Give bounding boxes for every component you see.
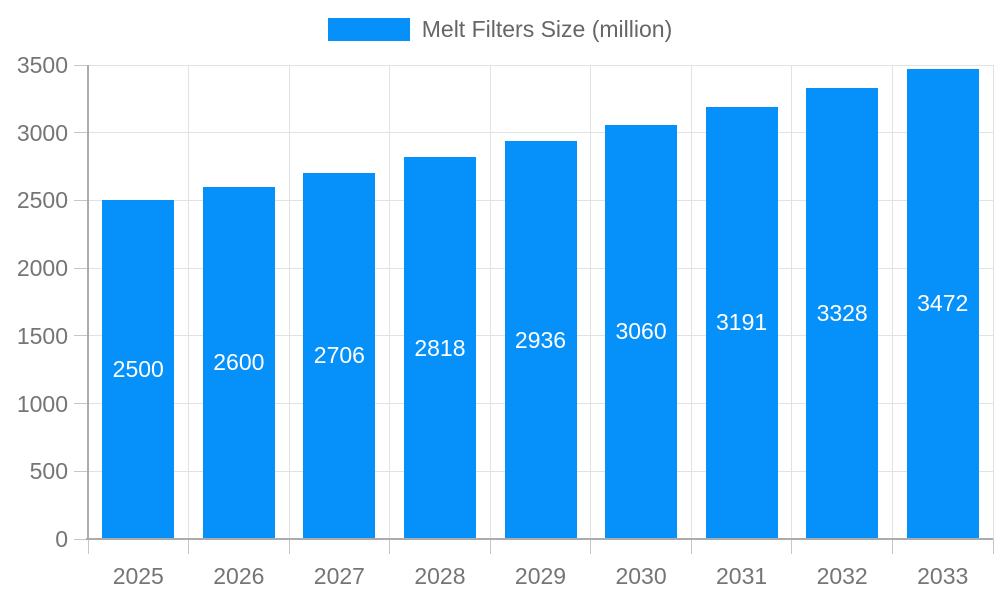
x-axis-tick bbox=[590, 539, 592, 554]
y-axis-tick bbox=[74, 403, 88, 405]
gridline-vertical bbox=[188, 65, 190, 539]
y-axis-tick bbox=[74, 64, 88, 66]
gridline-vertical bbox=[690, 65, 692, 539]
y-tick-label: 0 bbox=[55, 526, 68, 552]
y-axis-tick bbox=[74, 538, 88, 540]
x-tick-label: 2026 bbox=[213, 563, 265, 589]
x-tick-label: 2027 bbox=[313, 563, 365, 589]
gridline-vertical bbox=[992, 65, 994, 539]
bar: 3060 bbox=[605, 124, 678, 539]
y-axis-tick bbox=[74, 470, 88, 472]
gridline-horizontal bbox=[88, 132, 993, 134]
bar: 2936 bbox=[504, 141, 577, 539]
bar-value-label: 3060 bbox=[615, 318, 667, 345]
plot-area: 0 500 1000 1500 2000 2500 3000 3500 2500 2600 2706… bbox=[17, 54, 994, 588]
gridline-vertical bbox=[489, 65, 491, 539]
x-tick-label: 2025 bbox=[112, 563, 164, 589]
bar: 3191 bbox=[705, 106, 778, 539]
x-tick-label: 2028 bbox=[414, 563, 466, 589]
x-axis-tick bbox=[690, 539, 692, 554]
bar-value-label: 2500 bbox=[112, 356, 164, 383]
x-axis-tick bbox=[288, 539, 290, 554]
bar: 3472 bbox=[906, 68, 979, 539]
bar-value-label: 3472 bbox=[917, 290, 969, 317]
bar: 2706 bbox=[303, 172, 376, 539]
x-tick-label: 2030 bbox=[615, 563, 667, 589]
x-tick-label: 2029 bbox=[514, 563, 567, 589]
y-tick-label: 2500 bbox=[16, 187, 68, 214]
legend-label: Melt Filters Size (million) bbox=[421, 16, 673, 42]
bar-value-label: 2600 bbox=[213, 349, 265, 376]
y-tick-label: 2000 bbox=[16, 255, 68, 282]
x-axis-tick bbox=[791, 539, 793, 554]
x-tick-label: 2031 bbox=[716, 563, 768, 589]
y-axis-tick bbox=[74, 132, 88, 134]
y-axis-tick bbox=[74, 335, 88, 337]
gridline-vertical bbox=[288, 65, 290, 539]
y-axis-tick bbox=[74, 267, 88, 269]
bar-value-label: 2936 bbox=[514, 326, 567, 353]
x-axis-tick bbox=[188, 539, 190, 554]
x-axis-line bbox=[86, 538, 993, 540]
gridline-horizontal bbox=[88, 64, 993, 66]
gridline-vertical bbox=[590, 65, 592, 539]
bar-value-label: 3328 bbox=[816, 300, 868, 327]
legend-swatch-icon bbox=[327, 18, 410, 41]
gridline-vertical bbox=[791, 65, 793, 539]
x-axis-tick bbox=[992, 539, 994, 554]
x-tick-label: 2032 bbox=[816, 563, 868, 589]
bar: 2600 bbox=[202, 186, 275, 539]
bar-value-label: 3191 bbox=[716, 309, 768, 336]
legend-item[interactable]: Melt Filters Size (million) bbox=[327, 16, 673, 42]
gridline-vertical bbox=[389, 65, 391, 539]
x-axis-tick bbox=[389, 539, 391, 554]
bar: 3328 bbox=[806, 88, 879, 539]
y-tick-label: 1500 bbox=[16, 322, 68, 349]
bar-value-label: 2818 bbox=[414, 334, 466, 361]
y-tick-label: 500 bbox=[29, 458, 68, 485]
bar: 2818 bbox=[403, 157, 476, 539]
x-axis-tick bbox=[489, 539, 491, 554]
x-tick-label: 2033 bbox=[917, 563, 969, 589]
x-axis-tick bbox=[87, 539, 89, 554]
bar-value-label: 2706 bbox=[313, 342, 365, 369]
y-axis-tick bbox=[74, 199, 88, 201]
y-tick-label: 3500 bbox=[16, 52, 68, 78]
y-axis-line bbox=[87, 65, 89, 539]
bar: 2500 bbox=[102, 200, 175, 539]
y-tick-label: 3000 bbox=[16, 119, 68, 146]
x-axis-tick bbox=[891, 539, 893, 554]
gridline-vertical bbox=[891, 65, 893, 539]
y-tick-label: 1000 bbox=[16, 390, 68, 417]
legend: Melt Filters Size (million) bbox=[0, 18, 1000, 41]
